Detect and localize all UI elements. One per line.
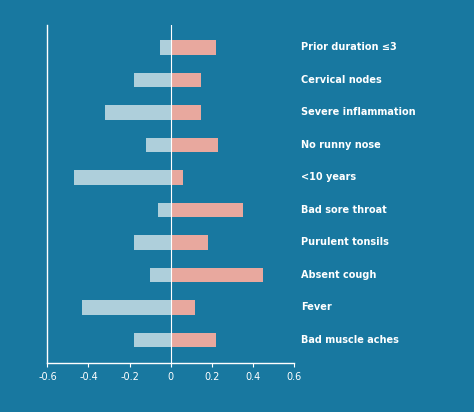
Bar — [134, 332, 171, 347]
Text: Bad muscle aches: Bad muscle aches — [301, 335, 399, 345]
Bar — [171, 105, 201, 120]
Text: Cervical nodes: Cervical nodes — [301, 75, 382, 85]
Bar — [150, 267, 171, 282]
Text: Fever: Fever — [301, 302, 332, 312]
Bar — [160, 40, 171, 55]
Bar — [134, 73, 171, 87]
Text: Absent cough: Absent cough — [301, 270, 376, 280]
Text: Prior duration ≤3: Prior duration ≤3 — [301, 42, 397, 52]
Bar — [134, 235, 171, 250]
Bar — [105, 105, 171, 120]
Text: <10 years: <10 years — [301, 172, 356, 183]
Text: No runny nose: No runny nose — [301, 140, 381, 150]
Bar — [171, 235, 208, 250]
Bar — [171, 300, 195, 315]
Bar — [82, 300, 171, 315]
Bar — [171, 138, 218, 152]
Bar — [171, 170, 183, 185]
Bar — [171, 203, 243, 217]
Bar — [74, 170, 171, 185]
Bar — [171, 267, 263, 282]
Bar — [158, 203, 171, 217]
Text: Purulent tonsils: Purulent tonsils — [301, 237, 389, 247]
Bar — [171, 73, 201, 87]
Text: Severe inflammation: Severe inflammation — [301, 108, 416, 117]
Bar — [146, 138, 171, 152]
Text: Bad sore throat: Bad sore throat — [301, 205, 387, 215]
Bar — [171, 40, 216, 55]
Bar — [171, 332, 216, 347]
